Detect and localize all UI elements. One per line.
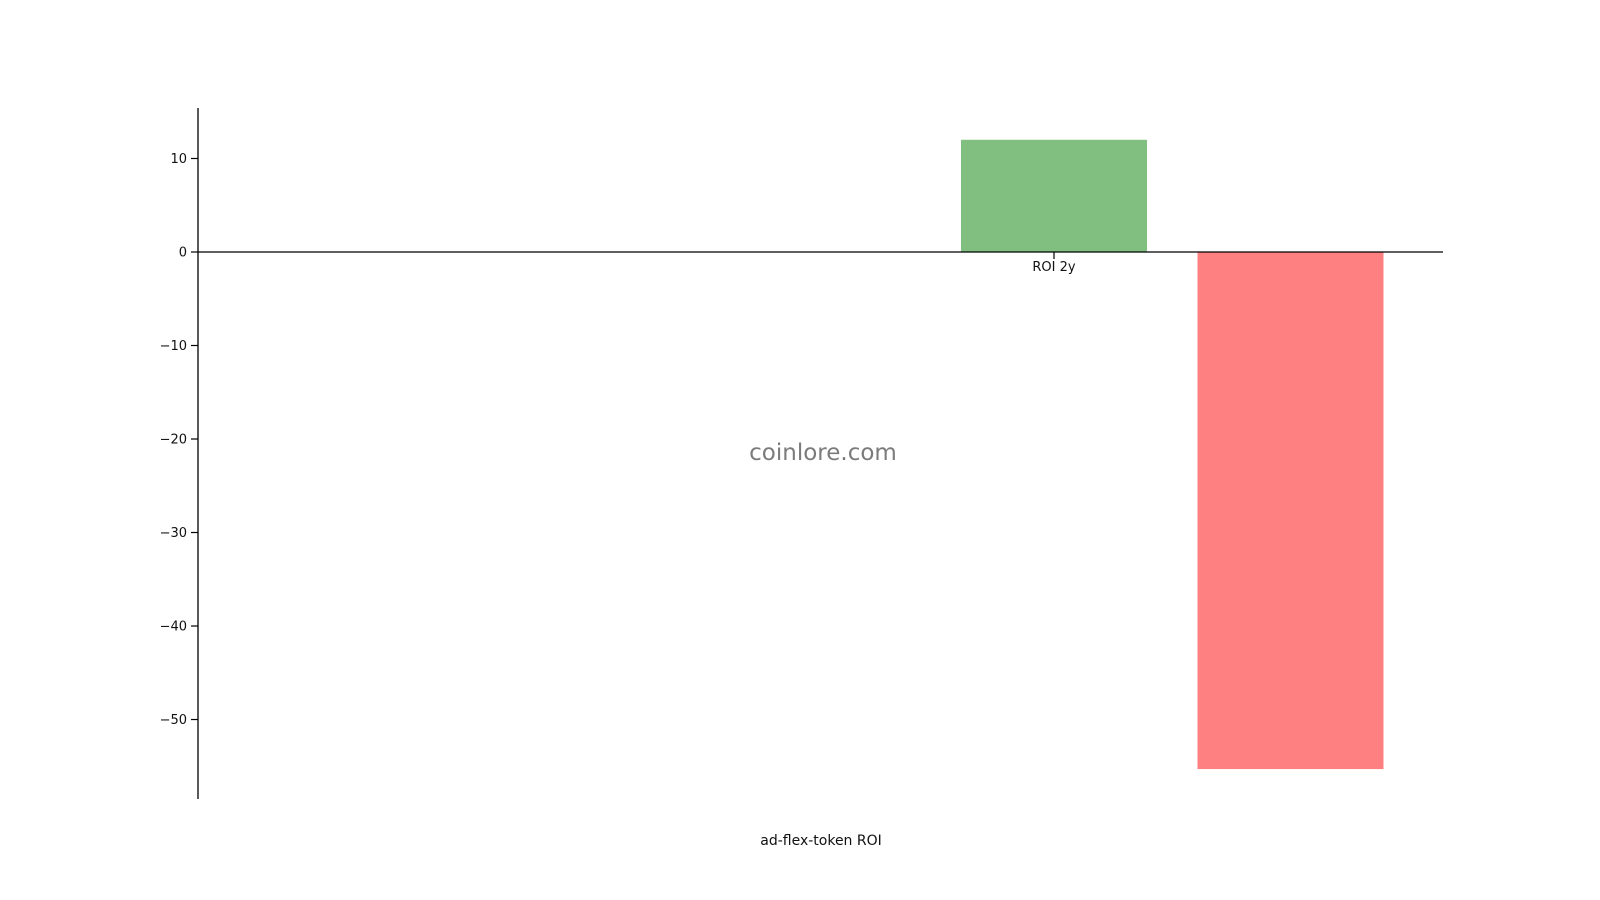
watermark: coinlore.com [749,440,897,466]
x-tick-label: ROI 2y [1032,260,1076,275]
y-tick-label: −40 [160,620,187,635]
y-tick-label: −50 [160,713,187,728]
y-tick-label: −10 [160,339,187,354]
y-tick-label: 0 [179,245,187,260]
bar-roi-2y [961,139,1147,252]
y-tick-label: 10 [170,152,187,167]
y-tick-label: −30 [160,526,187,541]
bar-unlabeled [1197,251,1384,770]
y-tick-label: −20 [160,433,187,448]
chart-xlabel: ad-flex-token ROI [760,833,882,849]
